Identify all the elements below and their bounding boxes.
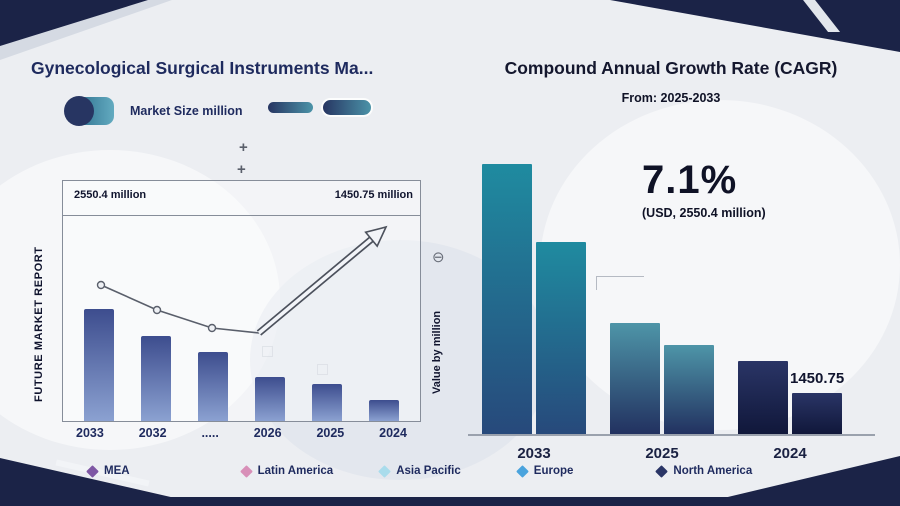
market-size-bar xyxy=(84,309,114,421)
plus-icon: + xyxy=(239,139,248,156)
market-size-legend: Market Size million xyxy=(64,96,243,126)
right-chart-groups xyxy=(482,164,842,434)
cagr-bar xyxy=(664,345,714,434)
legend-item-latin-america: Latin America xyxy=(239,464,334,478)
market-size-bar xyxy=(255,377,285,421)
circle-minus-icon: ⊖ xyxy=(432,249,445,266)
bottom-border-strip xyxy=(0,497,900,506)
future-market-report-label: FUTURE MARKET REPORT xyxy=(33,246,45,402)
cylinder-icon xyxy=(64,96,118,126)
cagr-bar xyxy=(536,242,586,434)
left-chart-xlabels: 2033 2032..... 2026 2025 2024 xyxy=(62,426,421,440)
legend-item-asia-pacific: Asia Pacific xyxy=(378,464,461,478)
x-axis-label: 2032 xyxy=(138,426,167,440)
right-chart-xlabels: 2033 2025 2024 xyxy=(482,445,842,462)
legend-label: North America xyxy=(673,465,753,477)
diamond-icon xyxy=(239,464,253,478)
market-size-bar xyxy=(141,336,171,421)
diamond-icon xyxy=(86,464,99,478)
legend-label: Europe xyxy=(533,465,574,477)
x-axis-label: 2024 xyxy=(379,426,407,440)
cagr-title: Compound Annual Growth Rate (CAGR) xyxy=(504,58,838,78)
cagr-caption: (USD, 2550.4 million) xyxy=(642,206,766,220)
cagr-stat-block: 7.1% (USD, 2550.4 million) xyxy=(642,158,766,220)
bar-group xyxy=(482,164,586,434)
diamond-icon xyxy=(515,464,529,478)
chart-end-value-label: 1450.75 million xyxy=(334,189,413,201)
plus-icon: + xyxy=(237,161,246,178)
corner-decoration-top-right xyxy=(610,0,900,52)
market-size-legend-label: Market Size million xyxy=(130,104,243,118)
pill-icon xyxy=(323,100,371,115)
x-axis-label: ..... xyxy=(201,426,219,440)
x-axis-label: 2033 xyxy=(76,426,104,440)
background-blob xyxy=(540,100,900,430)
cagr-chart: 2033 2025 2024 1450.75 xyxy=(468,150,875,466)
market-title: Gynecological Surgical Instruments Ma... xyxy=(31,58,374,78)
chart-divider-line xyxy=(63,215,420,216)
chart-header-labels: 2550.4 million 1450.75 million xyxy=(74,189,413,201)
cagr-subtitle: From: 2025-2033 xyxy=(621,91,721,105)
cylinder-cap xyxy=(64,96,94,126)
legend-item-north-america: North America xyxy=(655,464,753,478)
legend-item-europe: Europe xyxy=(515,464,574,478)
cagr-bar xyxy=(482,164,532,434)
cagr-bar xyxy=(738,361,788,434)
x-axis-label: 2024 xyxy=(773,445,807,462)
legend-item-mea: MEA xyxy=(86,464,130,478)
cagr-header: Compound Annual Growth Rate (CAGR) From:… xyxy=(462,58,880,105)
square-decoration xyxy=(317,364,328,375)
value-annotation: 1450.75 xyxy=(790,370,845,387)
left-chart-bars xyxy=(63,215,420,421)
x-axis-label: 2025 xyxy=(645,445,679,462)
gradient-pills-decoration xyxy=(268,100,371,115)
market-size-chart: 2550.4 million 1450.75 million xyxy=(62,180,421,422)
chart-start-value-label: 2550.4 million xyxy=(74,189,147,201)
x-axis-label: 2026 xyxy=(253,426,282,440)
cagr-value: 7.1% xyxy=(642,158,738,202)
legend-label: Latin America xyxy=(257,465,334,477)
value-axis-label: Value by million xyxy=(431,310,443,394)
bracket-decoration xyxy=(596,276,644,290)
legend-label: Asia Pacific xyxy=(396,465,461,477)
diamond-icon xyxy=(655,464,669,478)
diamond-icon xyxy=(378,464,392,478)
cagr-bar xyxy=(610,323,660,434)
market-size-bar xyxy=(369,400,399,421)
bar-group xyxy=(738,361,842,434)
x-axis-line xyxy=(468,434,875,436)
pill-icon xyxy=(268,102,313,113)
x-axis-label: 2025 xyxy=(316,426,345,440)
footer-legend: MEA Latin America Asia Pacific Europe North … xyxy=(86,464,753,478)
bar-group xyxy=(610,323,714,434)
cagr-bar xyxy=(792,393,842,434)
square-decoration xyxy=(262,346,273,357)
market-size-bar xyxy=(312,384,342,421)
market-size-bar xyxy=(198,352,228,421)
x-axis-label: 2033 xyxy=(517,445,551,462)
legend-label: MEA xyxy=(104,465,130,477)
